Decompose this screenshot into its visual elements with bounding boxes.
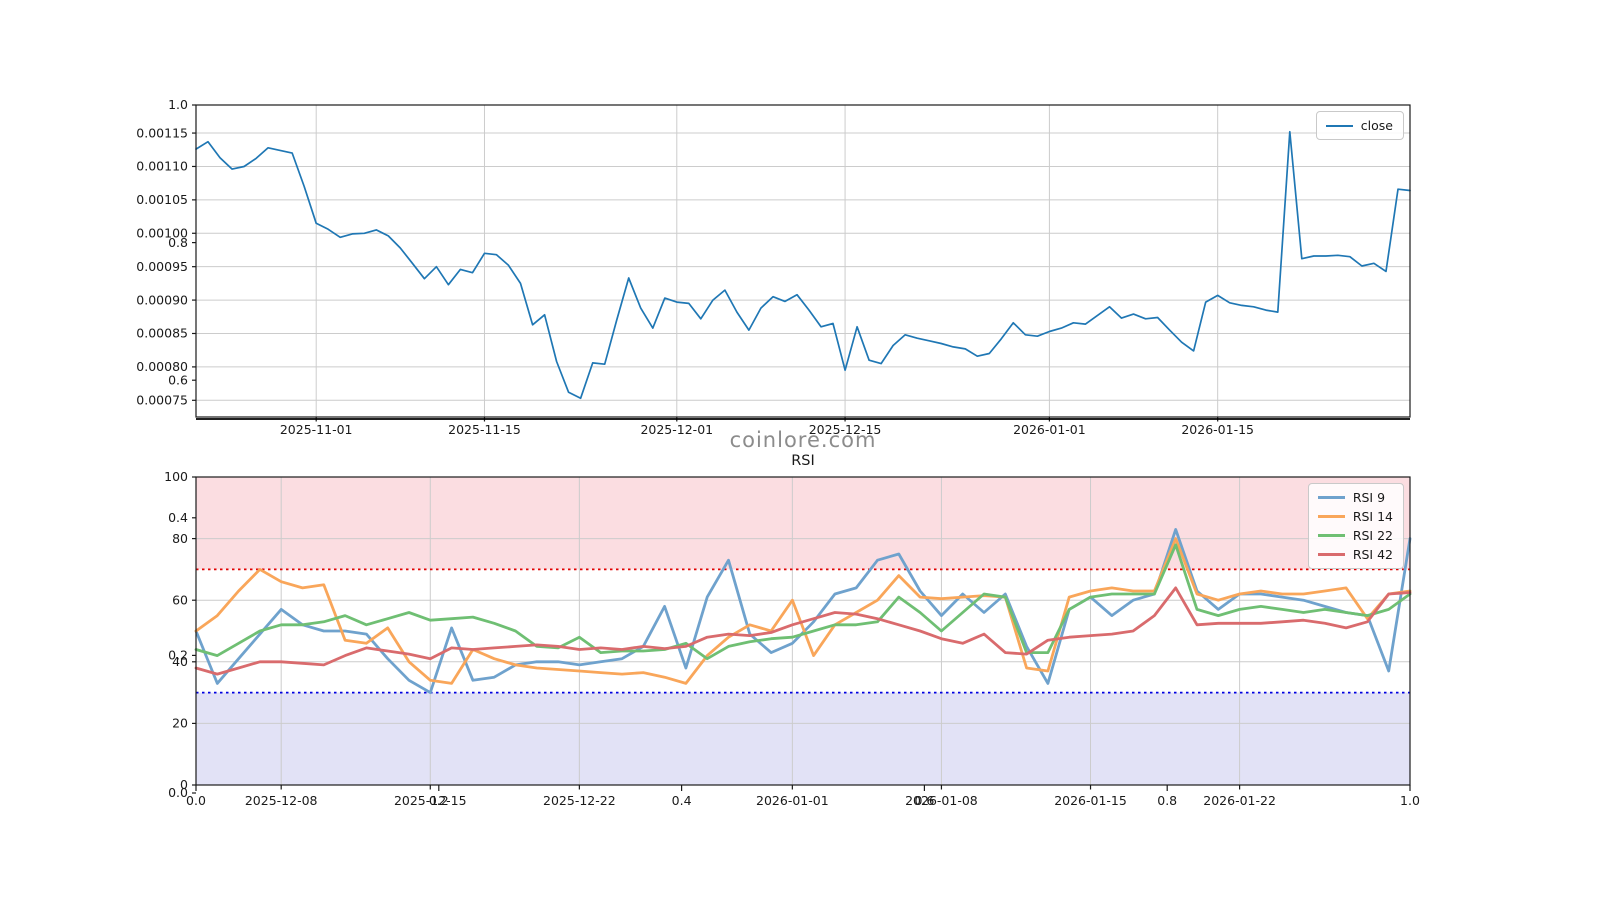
svg-text:2025-11-15: 2025-11-15 xyxy=(448,422,521,437)
svg-text:2025-12-08: 2025-12-08 xyxy=(245,793,318,808)
legend-label-rsi42: RSI 42 xyxy=(1352,547,1393,562)
legend-item-rsi14: RSI 14 xyxy=(1317,507,1393,526)
rsi22-line-sample-icon xyxy=(1317,534,1345,537)
svg-text:20: 20 xyxy=(172,716,188,731)
svg-text:2025-12-15: 2025-12-15 xyxy=(394,793,467,808)
svg-text:1.0: 1.0 xyxy=(168,97,188,112)
watermark: coinlore.com xyxy=(729,428,877,452)
rsi-legend: RSI 9 RSI 14 RSI 22 RSI 42 xyxy=(1307,483,1404,569)
svg-text:0.4: 0.4 xyxy=(168,510,188,525)
svg-text:0: 0 xyxy=(180,777,188,792)
legend-label-close: close xyxy=(1360,118,1393,133)
price-legend: close xyxy=(1315,111,1404,140)
legend-label-rsi9: RSI 9 xyxy=(1352,490,1386,505)
svg-text:2026-01-15: 2026-01-15 xyxy=(1054,793,1127,808)
svg-text:0.00080: 0.00080 xyxy=(136,359,188,374)
legend-item-close: close xyxy=(1325,116,1393,135)
svg-text:2025-12-01: 2025-12-01 xyxy=(640,422,713,437)
svg-text:1.0: 1.0 xyxy=(1400,793,1420,808)
svg-text:0.2: 0.2 xyxy=(168,648,188,663)
svg-text:0.0: 0.0 xyxy=(168,785,188,800)
svg-text:40: 40 xyxy=(172,654,188,669)
legend-item-rsi42: RSI 42 xyxy=(1317,545,1393,564)
svg-text:0.6: 0.6 xyxy=(168,372,188,387)
svg-text:2026-01-22: 2026-01-22 xyxy=(1203,793,1276,808)
svg-text:0.00115: 0.00115 xyxy=(136,125,188,140)
svg-text:0.8: 0.8 xyxy=(1157,793,1177,808)
svg-text:2026-01-01: 2026-01-01 xyxy=(756,793,829,808)
svg-text:0.00095: 0.00095 xyxy=(136,259,188,274)
svg-text:0.0: 0.0 xyxy=(186,793,206,808)
svg-text:0.4: 0.4 xyxy=(672,793,692,808)
legend-label-rsi22: RSI 22 xyxy=(1352,528,1393,543)
svg-text:80: 80 xyxy=(172,531,188,546)
svg-text:2026-01-15: 2026-01-15 xyxy=(1181,422,1254,437)
svg-text:0.2: 0.2 xyxy=(429,793,449,808)
svg-text:2025-12-22: 2025-12-22 xyxy=(543,793,616,808)
legend-item-rsi22: RSI 22 xyxy=(1317,526,1393,545)
close-line-sample-icon xyxy=(1325,124,1353,127)
svg-text:0.8: 0.8 xyxy=(168,235,188,250)
svg-text:0.00105: 0.00105 xyxy=(136,192,188,207)
rsi42-line-sample-icon xyxy=(1317,553,1345,556)
svg-text:2025-11-01: 2025-11-01 xyxy=(280,422,353,437)
svg-text:0.00110: 0.00110 xyxy=(136,159,188,174)
svg-text:2026-01-08: 2026-01-08 xyxy=(905,793,978,808)
legend-item-rsi9: RSI 9 xyxy=(1317,488,1393,507)
svg-text:60: 60 xyxy=(172,592,188,607)
svg-text:0.00075: 0.00075 xyxy=(136,392,188,407)
svg-text:2026-01-01: 2026-01-01 xyxy=(1013,422,1086,437)
svg-text:0.6: 0.6 xyxy=(914,793,934,808)
svg-text:0.00085: 0.00085 xyxy=(136,326,188,341)
rsi14-line-sample-icon xyxy=(1317,515,1345,518)
svg-text:100: 100 xyxy=(164,469,188,484)
svg-text:0.00100: 0.00100 xyxy=(136,225,188,240)
svg-text:2025-12-15: 2025-12-15 xyxy=(809,422,882,437)
svg-text:0.00090: 0.00090 xyxy=(136,292,188,307)
legend-label-rsi14: RSI 14 xyxy=(1352,509,1393,524)
rsi9-line-sample-icon xyxy=(1317,496,1345,499)
rsi-title: RSI xyxy=(791,453,815,469)
